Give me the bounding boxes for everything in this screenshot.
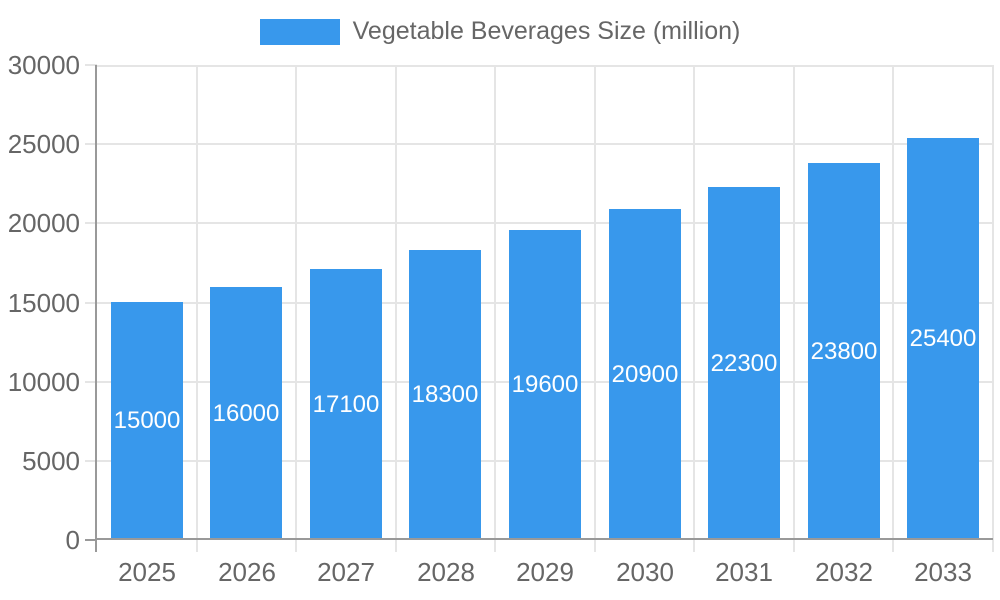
- x-axis-tick-label: 2028: [417, 557, 475, 587]
- y-axis-tick-label: 10000: [7, 367, 80, 397]
- x-gridline: [395, 65, 397, 540]
- y-axis-tick-label: 5000: [22, 446, 80, 476]
- x-gridline: [295, 65, 297, 540]
- x-tick-mark: [992, 540, 994, 552]
- bar[interactable]: 19600: [509, 230, 581, 540]
- y-axis-tick-label: 20000: [7, 208, 80, 238]
- x-tick-mark: [295, 540, 297, 552]
- bar[interactable]: 17100: [310, 269, 382, 540]
- y-tick-mark: [85, 381, 97, 383]
- x-axis-tick-label: 2032: [815, 557, 873, 587]
- bar[interactable]: 18300: [409, 250, 481, 540]
- x-axis-tick-label: 2026: [218, 557, 276, 587]
- bar[interactable]: 15000: [111, 302, 183, 540]
- y-gridline: [97, 222, 993, 224]
- bar-value-label: 19600: [511, 371, 579, 398]
- x-tick-mark: [892, 540, 894, 552]
- y-axis-tick-label: 25000: [7, 129, 80, 159]
- x-tick-mark: [494, 540, 496, 552]
- bar[interactable]: 23800: [808, 163, 880, 540]
- bar-value-label: 15000: [113, 407, 181, 434]
- x-axis-tick-label: 2030: [616, 557, 674, 587]
- y-tick-mark: [85, 302, 97, 304]
- y-gridline: [97, 65, 993, 67]
- x-tick-mark: [395, 540, 397, 552]
- bar[interactable]: 22300: [708, 187, 780, 540]
- y-gridline: [97, 143, 993, 145]
- bar[interactable]: 20900: [609, 209, 681, 540]
- bar[interactable]: 25400: [907, 138, 979, 540]
- x-gridline: [196, 65, 198, 540]
- legend-label: Vegetable Beverages Size (million): [352, 17, 741, 45]
- x-gridline: [594, 65, 596, 540]
- y-axis-tick-label: 15000: [7, 288, 80, 318]
- bar-value-label: 16000: [212, 399, 280, 427]
- bar-value-label: 22300: [710, 349, 778, 377]
- x-axis-line: [97, 538, 993, 540]
- x-gridline: [992, 65, 994, 540]
- y-tick-mark: [85, 143, 97, 145]
- x-gridline: [892, 65, 894, 540]
- x-tick-mark: [196, 540, 198, 552]
- y-tick-mark: [85, 64, 97, 66]
- x-gridline: [494, 65, 496, 540]
- y-tick-mark: [85, 460, 97, 462]
- y-axis-tick-label: 0: [65, 525, 80, 555]
- bar-value-label: 23800: [810, 337, 878, 365]
- y-axis-tick-label: 30000: [7, 50, 80, 80]
- x-axis-tick-label: 2025: [118, 557, 176, 587]
- bar-value-label: 25400: [909, 325, 977, 352]
- bar-value-label: 18300: [411, 381, 479, 408]
- bar-value-label: 20900: [611, 360, 679, 388]
- x-tick-mark: [95, 540, 97, 552]
- x-axis-tick-label: 2033: [914, 557, 972, 587]
- bar-value-label: 17100: [312, 390, 380, 418]
- x-gridline: [693, 65, 695, 540]
- x-axis-tick-label: 2029: [516, 557, 574, 587]
- legend-swatch: [259, 18, 340, 45]
- chart-legend[interactable]: Vegetable Beverages Size (million): [0, 17, 1000, 46]
- y-axis-line: [95, 65, 97, 540]
- bar[interactable]: 16000: [210, 287, 282, 540]
- x-tick-mark: [594, 540, 596, 552]
- y-tick-mark: [85, 539, 97, 541]
- y-tick-mark: [85, 222, 97, 224]
- x-tick-mark: [793, 540, 795, 552]
- x-axis-tick-label: 2027: [317, 557, 375, 587]
- x-gridline: [793, 65, 795, 540]
- x-tick-mark: [693, 540, 695, 552]
- x-axis-tick-label: 2031: [715, 557, 773, 587]
